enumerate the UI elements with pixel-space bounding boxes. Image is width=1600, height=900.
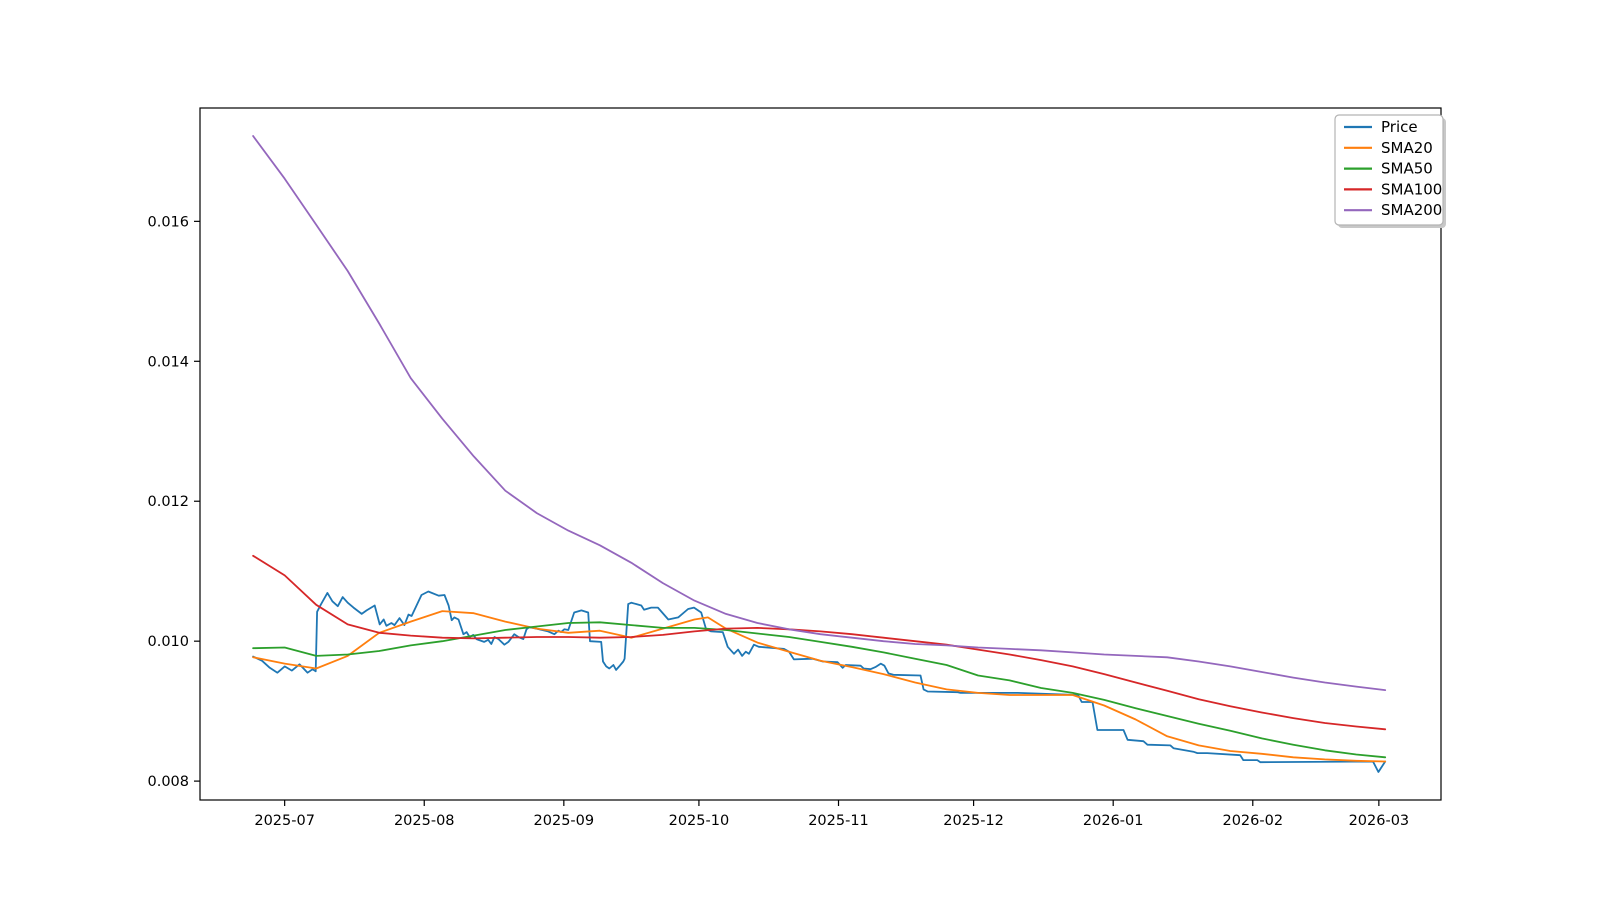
- legend: Price SMA20 SMA50 SMA100 SMA200: [1334, 114, 1446, 228]
- legend-label-sma20: SMA20: [1381, 139, 1433, 157]
- series-line-sma100: [252, 554, 1387, 731]
- legend-label-sma50: SMA50: [1381, 160, 1433, 178]
- x-tick-label: 2025-12: [943, 813, 1004, 829]
- x-tick-label: 2025-11: [808, 813, 869, 829]
- y-tick-label: 0.012: [147, 494, 189, 510]
- y-tick-label: 0.008: [147, 774, 189, 790]
- series-line-sma200: [252, 135, 1387, 691]
- y-tick-label: 0.016: [147, 214, 189, 230]
- x-tick-label: 2025-08: [394, 813, 455, 829]
- legend-label-price: Price: [1381, 118, 1418, 136]
- x-tick-label: 2026-02: [1222, 813, 1283, 829]
- x-tick-label: 2025-09: [534, 813, 595, 829]
- x-tick-label: 2025-10: [669, 813, 730, 829]
- y-tick-label: 0.010: [147, 634, 189, 650]
- series-line-sma50: [252, 621, 1387, 759]
- plot-border: [199, 107, 1442, 801]
- series-line-sma20: [252, 610, 1387, 763]
- series-line-price: [252, 590, 1387, 773]
- legend-box: [1334, 114, 1444, 226]
- legend-label-sma100: SMA100: [1381, 180, 1442, 198]
- x-tick-label: 2025-07: [254, 813, 315, 829]
- x-tick-label: 2026-03: [1349, 813, 1410, 829]
- x-tick-label: 2026-01: [1083, 813, 1144, 829]
- legend-label-sma200: SMA200: [1381, 201, 1442, 219]
- y-tick-label: 0.014: [147, 354, 189, 370]
